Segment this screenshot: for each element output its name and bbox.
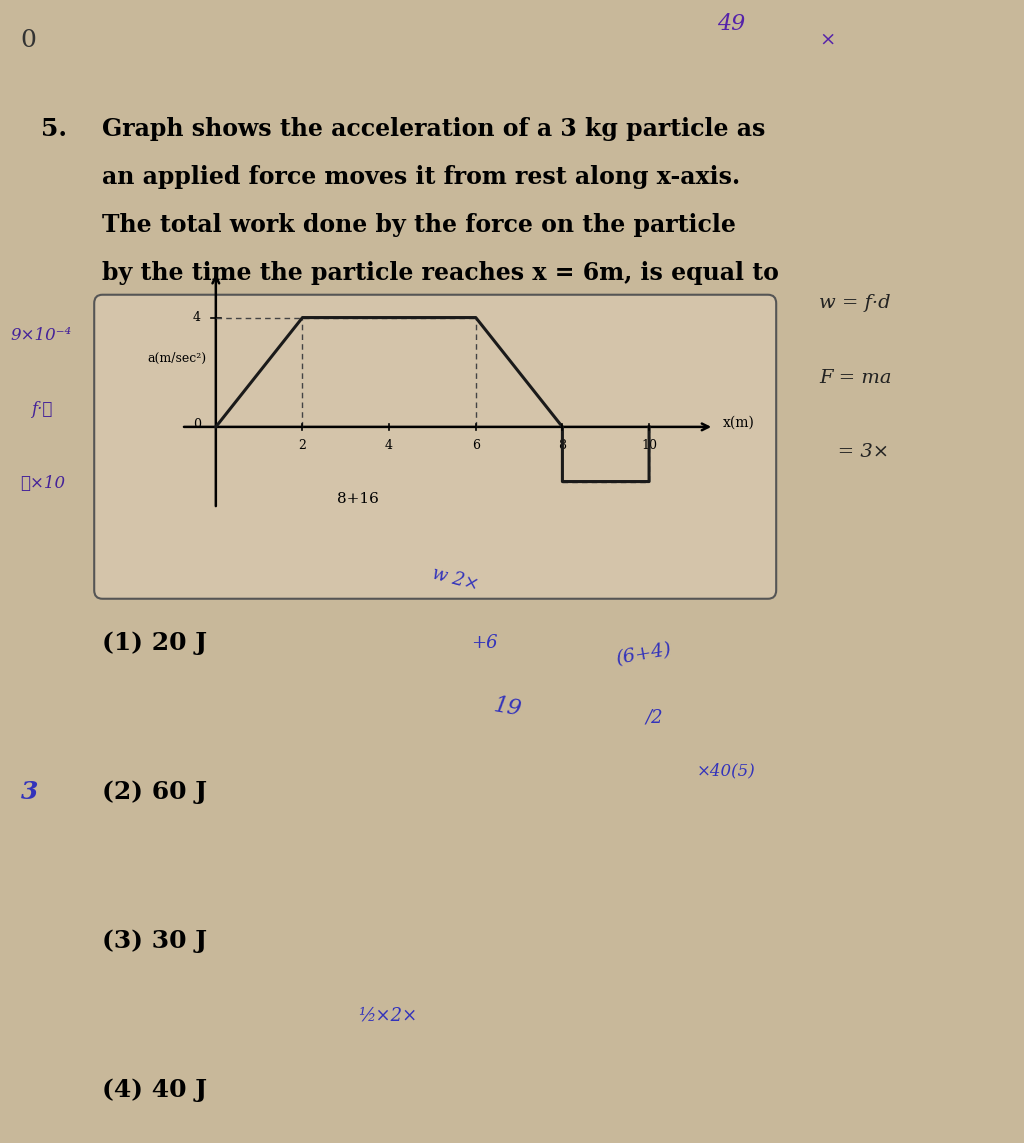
Text: 10: 10: [641, 439, 657, 453]
Text: ×40(5): ×40(5): [696, 762, 755, 780]
Text: 3: 3: [20, 781, 38, 805]
Text: /2: /2: [645, 709, 663, 727]
Text: ½×2×: ½×2×: [358, 1007, 418, 1024]
Text: x(m): x(m): [723, 416, 755, 430]
FancyBboxPatch shape: [94, 295, 776, 599]
Text: (2) 60 J: (2) 60 J: [102, 781, 208, 805]
Text: w 2×: w 2×: [430, 565, 481, 594]
Text: F = ma: F = ma: [819, 369, 892, 386]
Text: 0: 0: [20, 29, 37, 51]
Text: an applied force moves it from rest along x-axis.: an applied force moves it from rest alon…: [102, 165, 740, 189]
Text: The total work done by the force on the particle: The total work done by the force on the …: [102, 213, 736, 237]
Text: (1) 20 J: (1) 20 J: [102, 631, 208, 655]
Text: ×: ×: [819, 31, 836, 49]
Text: a(m/sec²): a(m/sec²): [147, 352, 207, 365]
Text: (6+4): (6+4): [614, 640, 673, 668]
Text: (3) 30 J: (3) 30 J: [102, 929, 208, 953]
Text: 2: 2: [299, 439, 306, 453]
Text: 4: 4: [193, 311, 201, 325]
Text: 8: 8: [558, 439, 566, 453]
Text: +6: +6: [471, 634, 498, 653]
Text: by the time the particle reaches x = 6m, is equal to: by the time the particle reaches x = 6m,…: [102, 261, 779, 285]
Text: (4) 40 J: (4) 40 J: [102, 1078, 208, 1102]
Text: 49: 49: [717, 13, 745, 35]
Text: = 3×: = 3×: [819, 443, 889, 461]
Text: ℓ×10: ℓ×10: [20, 475, 66, 493]
Text: 0: 0: [193, 417, 201, 431]
Text: 9×10⁻⁴: 9×10⁻⁴: [10, 327, 72, 344]
Text: 19: 19: [492, 694, 523, 720]
Text: f·ℓ: f·ℓ: [31, 401, 52, 418]
Text: 4: 4: [385, 439, 393, 453]
Text: 6: 6: [472, 439, 480, 453]
Text: 8+16: 8+16: [337, 493, 379, 506]
Text: 5.: 5.: [41, 118, 67, 142]
Text: w = f·d: w = f·d: [819, 294, 891, 312]
Text: Graph shows the acceleration of a 3 kg particle as: Graph shows the acceleration of a 3 kg p…: [102, 118, 766, 142]
